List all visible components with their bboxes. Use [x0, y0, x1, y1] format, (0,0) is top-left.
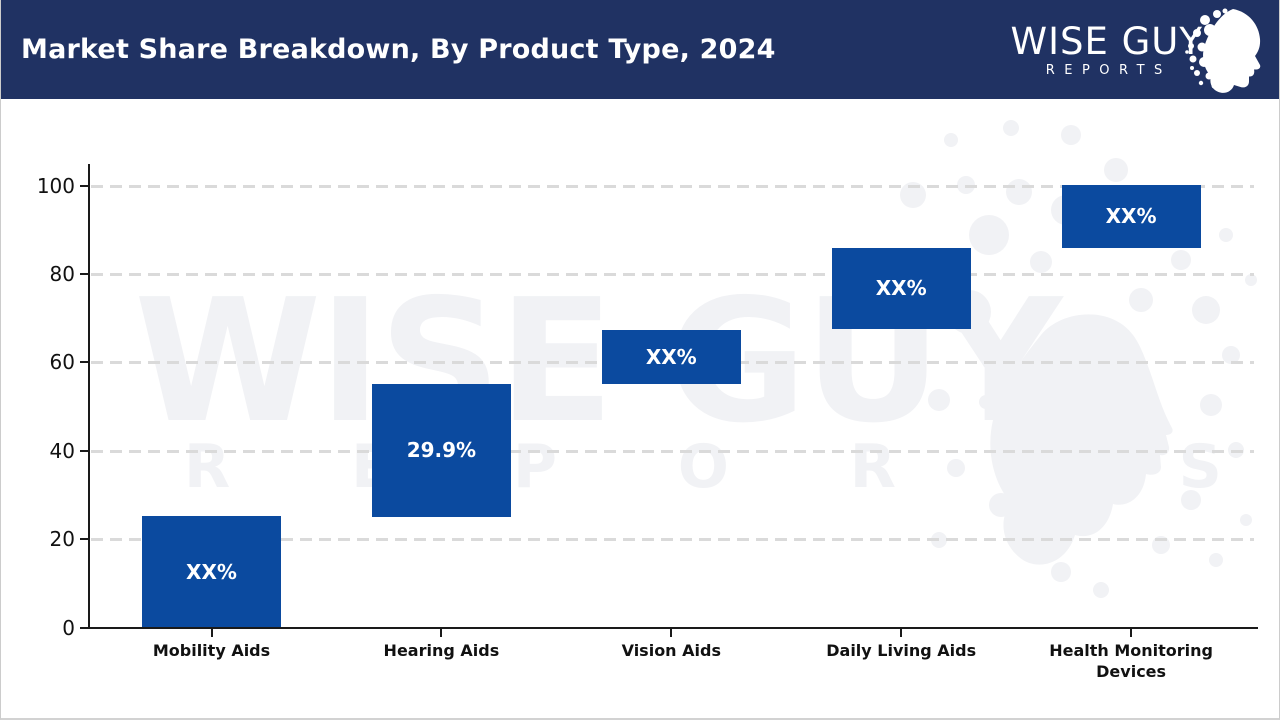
bar-daily-living-aids: XX%: [831, 247, 971, 330]
bar-value-label: XX%: [645, 344, 697, 369]
x-tick-mark: [900, 629, 903, 637]
y-tick-label-20: 20: [49, 527, 75, 552]
header: Market Share Breakdown, By Product Type,…: [1, 0, 1279, 99]
x-tick-mark: [210, 629, 213, 637]
chart-title: Market Share Breakdown, By Product Type,…: [21, 34, 776, 65]
category-label-daily-living-aids: Daily Living Aids: [826, 641, 977, 660]
y-tick-label-80: 80: [49, 261, 75, 286]
y-tick-label-0: 0: [62, 615, 75, 640]
brand-logo: WISE GUY REPORTS: [1011, 6, 1269, 94]
category-label-hearing-aids: Hearing Aids: [383, 641, 500, 660]
bar-value-label: XX%: [186, 559, 237, 584]
brand-wordmark: WISE GUY REPORTS: [1010, 19, 1203, 79]
y-tick-mark-20: [80, 538, 88, 541]
bar-vision-aids: XX%: [601, 329, 741, 385]
x-tick-mark: [440, 629, 443, 637]
category-label-vision-aids: Vision Aids: [621, 641, 721, 660]
gridline-100: [91, 184, 1254, 188]
gridline-40: [91, 449, 1254, 453]
brand-subtitle: REPORTS: [1045, 63, 1172, 79]
category-label-mobility-aids: Mobility Aids: [152, 641, 271, 660]
y-tick-mark-100: [80, 184, 88, 187]
bar-health-monitoring-devices: XX%: [1061, 184, 1201, 248]
bar-mobility-aids: XX%: [142, 516, 281, 628]
brand-name: WISE GUY: [1010, 19, 1203, 63]
category-label-health-monitoring-devices: Health Monitoring Devices: [1049, 641, 1213, 681]
y-tick-mark-60: [80, 361, 88, 364]
bar-value-label: XX%: [875, 276, 927, 301]
x-tick-mark: [670, 629, 673, 637]
y-tick-label-100: 100: [36, 173, 75, 198]
x-axis-line: [88, 627, 1258, 629]
x-tick-mark: [1130, 629, 1133, 637]
gridline-80: [91, 272, 1254, 276]
bar-hearing-aids: 29.9%: [371, 384, 511, 517]
bar-value-label: XX%: [1105, 204, 1157, 229]
y-tick-mark-40: [80, 449, 88, 452]
brand-head-icon: [1185, 8, 1261, 93]
bar-value-label: 29.9%: [406, 438, 477, 463]
gridline-20: [91, 538, 1254, 542]
y-tick-label-40: 40: [49, 438, 75, 463]
watermark-brand-subtitle: R E P O R T S: [184, 432, 1272, 502]
y-tick-mark-0: [80, 626, 88, 629]
y-tick-mark-80: [80, 272, 88, 275]
y-axis-line: [88, 164, 90, 629]
y-tick-label-60: 60: [49, 350, 75, 375]
